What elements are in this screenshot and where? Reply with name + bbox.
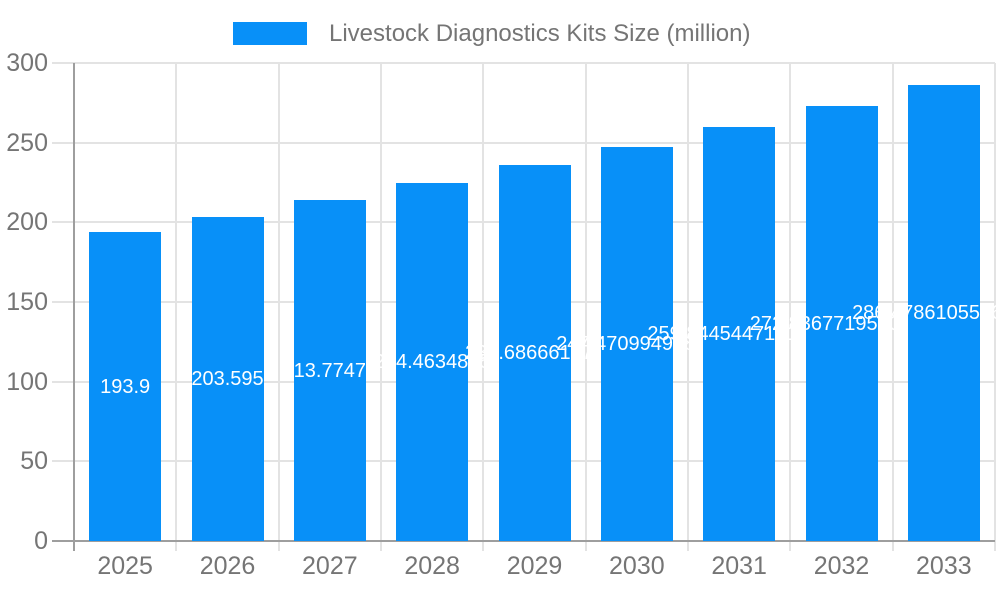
bar-value-label-2032: 272.8367719530469 — [749, 312, 934, 335]
bar-value-label-2030: 247.47099496875 — [556, 332, 718, 355]
x-axis-label-2027: 2027 — [302, 552, 358, 580]
gridline-vertical — [789, 63, 792, 551]
x-axis-label-2032: 2032 — [813, 552, 870, 580]
y-axis-tick-label: 100 — [6, 367, 48, 396]
y-axis-tick-label: 150 — [6, 288, 48, 316]
legend[interactable]: Livestock Diagnostics Kits Size (million… — [233, 20, 750, 47]
x-axis-label-2026: 2026 — [199, 552, 256, 580]
y-axis-tick-label: 50 — [20, 447, 48, 476]
bar-2028[interactable] — [396, 183, 469, 541]
bar-value-label-2033: 286.4786105506992 — [852, 301, 1000, 324]
gridline-vertical — [175, 63, 178, 551]
legend-swatch — [233, 22, 307, 45]
x-axis-label-2028: 2028 — [404, 552, 460, 580]
bar-2030[interactable] — [600, 146, 673, 541]
gridline-vertical — [584, 63, 587, 551]
y-axis-line — [73, 63, 75, 551]
bar-value-label-2029: 235.686661875 — [464, 342, 605, 365]
bar-value-label-2031: 259.8445447171875 — [647, 322, 831, 345]
x-axis-line — [52, 540, 995, 542]
bar-value-label-2026: 203.595 — [191, 367, 264, 390]
gridline-vertical — [687, 63, 689, 551]
x-axis-label-2031: 2031 — [711, 552, 767, 580]
bar-2027[interactable] — [293, 200, 366, 541]
gridline-vertical — [482, 63, 485, 551]
x-axis-label-2030: 2030 — [609, 552, 665, 580]
bar-2029[interactable] — [498, 165, 571, 541]
bar-2025[interactable] — [89, 232, 162, 541]
bar-value-label-2025: 193.9 — [100, 375, 151, 398]
bar-2026[interactable] — [191, 216, 264, 541]
gridline-horizontal — [52, 141, 995, 144]
y-axis-tick-label: 200 — [6, 208, 48, 237]
x-axis-label-2025: 2025 — [97, 552, 153, 580]
gridline-vertical — [277, 63, 280, 551]
bar-value-label-2028: 224.4634875 — [373, 351, 491, 374]
gridline-vertical — [380, 63, 382, 551]
bar-2031[interactable] — [703, 126, 776, 541]
y-axis-tick-label: 0 — [34, 527, 48, 555]
gridline-vertical — [994, 63, 996, 551]
bar-value-label-2027: 213.77475 — [282, 359, 378, 382]
gridline-horizontal — [52, 62, 995, 64]
gridline-vertical — [891, 63, 894, 551]
y-axis-tick-label: 250 — [6, 128, 48, 157]
y-axis-tick-label: 300 — [6, 49, 48, 77]
bar-2033[interactable] — [907, 84, 980, 541]
x-axis-label-2033: 2033 — [916, 552, 972, 580]
legend-label: Livestock Diagnostics Kits Size (million… — [329, 19, 751, 47]
x-axis-label-2029: 2029 — [506, 552, 563, 580]
bar-2032[interactable] — [805, 106, 878, 541]
